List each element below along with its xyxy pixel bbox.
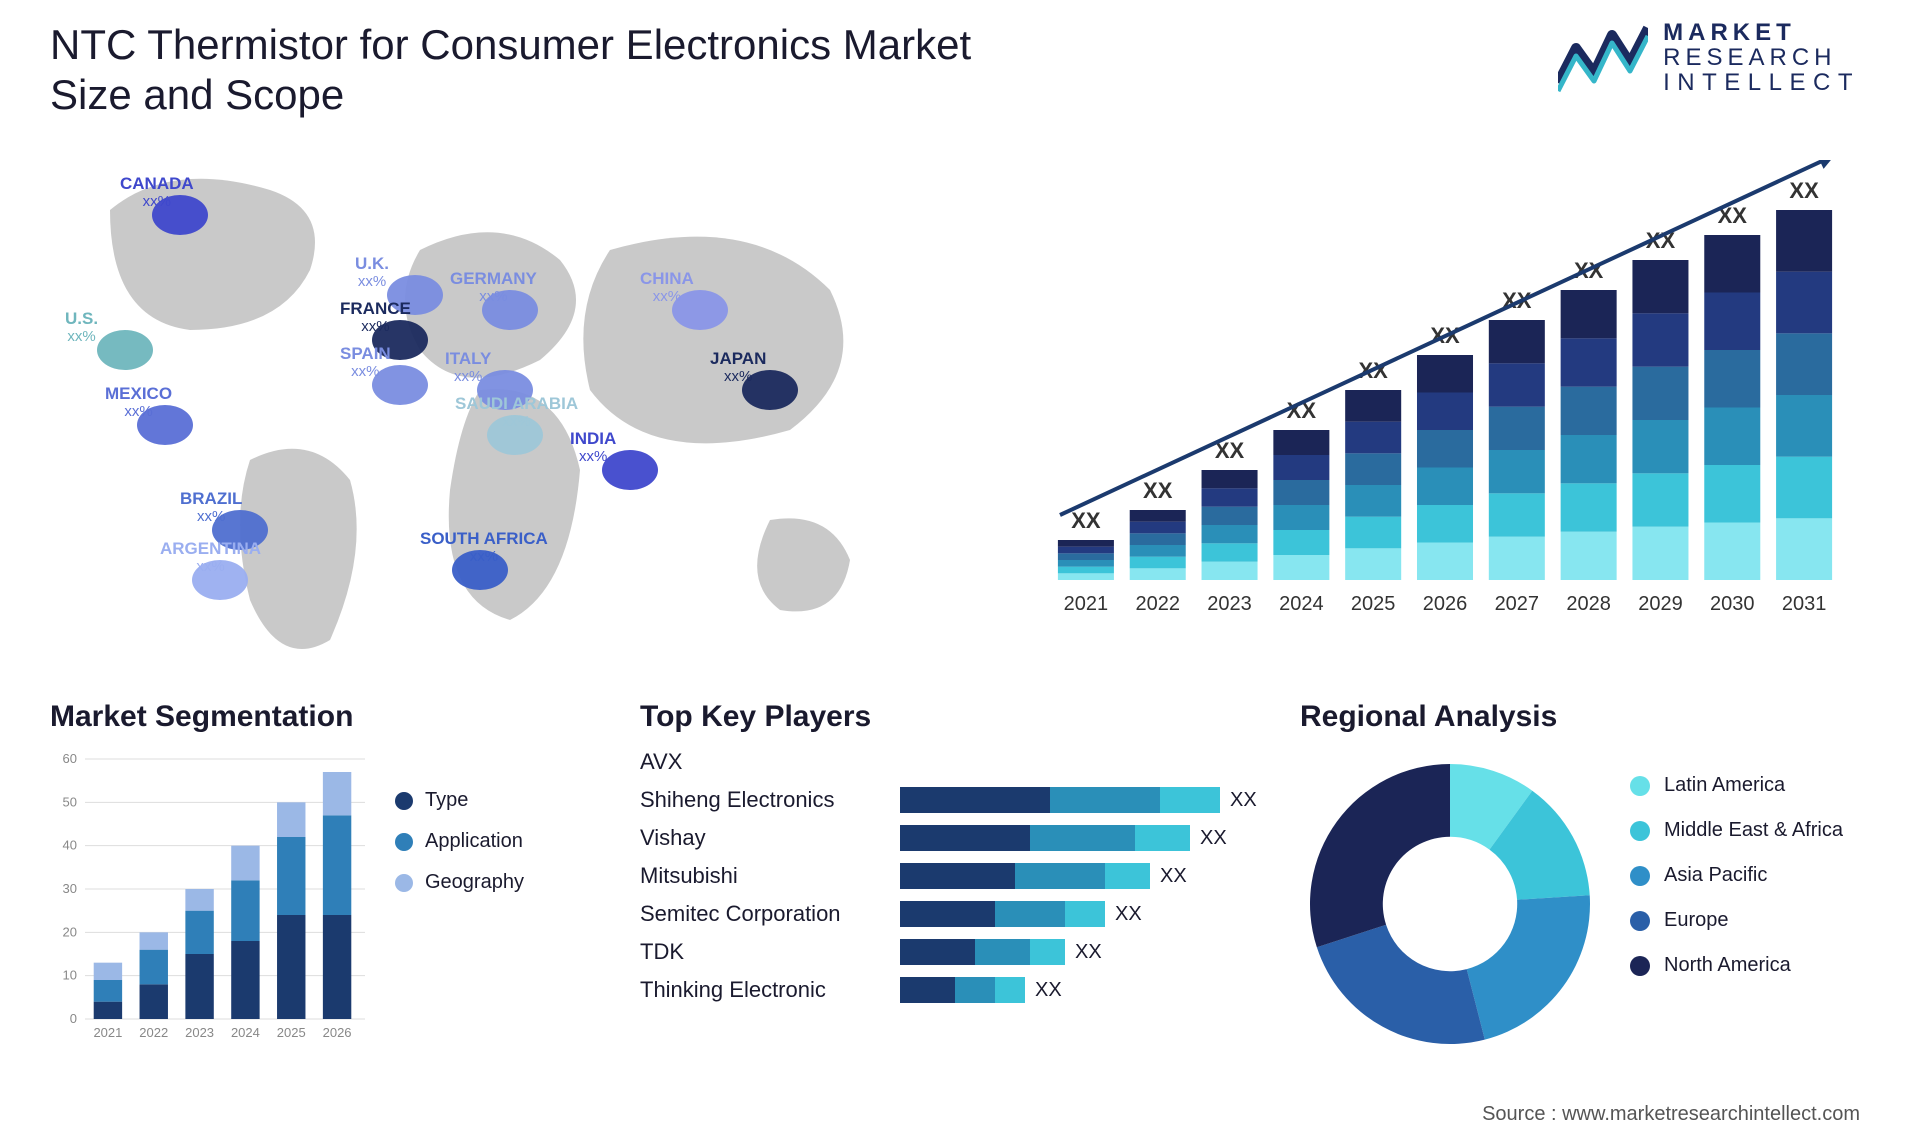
player-row: TDK XX: [640, 939, 1260, 965]
players-list: AVXShiheng ElectronicsXXVishayXXMitsubis…: [640, 749, 1260, 1003]
player-bar: [900, 825, 1190, 851]
svg-text:XX: XX: [1143, 478, 1173, 503]
svg-text:2027: 2027: [1495, 593, 1540, 615]
svg-text:2030: 2030: [1710, 593, 1755, 615]
regional-legend-item: North America: [1630, 954, 1843, 977]
svg-text:10: 10: [63, 968, 77, 983]
logo-line-2: RESEARCH: [1663, 45, 1860, 70]
player-bar: [900, 787, 1220, 813]
svg-text:2024: 2024: [231, 1025, 260, 1040]
regional-legend-item: Latin America: [1630, 774, 1843, 797]
players-title: Top Key Players: [640, 700, 1260, 734]
svg-text:2031: 2031: [1782, 593, 1827, 615]
svg-text:60: 60: [63, 751, 77, 766]
svg-text:2022: 2022: [139, 1025, 168, 1040]
player-bar: [900, 901, 1105, 927]
svg-text:2021: 2021: [93, 1025, 122, 1040]
svg-text:XX: XX: [1071, 508, 1101, 533]
player-bar: [900, 863, 1150, 889]
svg-text:2024: 2024: [1279, 593, 1324, 615]
regional-legend-item: Middle East & Africa: [1630, 819, 1843, 842]
segmentation-section: Market Segmentation 0 10 20 30 40 50 60 2021 202…: [50, 700, 590, 1049]
player-row: Thinking Electronic XX: [640, 977, 1260, 1003]
logo-line-3: INTELLECT: [1663, 70, 1860, 95]
logo-mark-icon: [1558, 23, 1648, 93]
map-label-canada: CANADAxx%: [120, 175, 194, 210]
map-label-japan: JAPANxx%: [710, 350, 766, 385]
regional-legend-item: Asia Pacific: [1630, 864, 1843, 887]
regional-donut: [1300, 754, 1600, 1054]
player-value: XX: [1035, 979, 1062, 1002]
regional-section: Regional Analysis Latin America Middle Ea…: [1300, 700, 1870, 1054]
player-row: Semitec Corporation XX: [640, 901, 1260, 927]
player-row: AVX: [640, 749, 1260, 775]
map-label-india: INDIAxx%: [570, 430, 616, 465]
svg-text:2022: 2022: [1135, 593, 1180, 615]
world-map: CANADAxx% U.S.xx% MEXICOxx% BRAZILxx% ARGENT…: [50, 160, 950, 660]
svg-text:2025: 2025: [277, 1025, 306, 1040]
seg-legend-item: Application: [395, 830, 524, 853]
segmentation-legend: Type Application Geography: [395, 749, 524, 1049]
player-bar: [900, 977, 1025, 1003]
player-row: Shiheng Electronics XX: [640, 787, 1260, 813]
logo-text: MARKET RESEARCH INTELLECT: [1663, 20, 1860, 96]
players-section: Top Key Players AVX Shiheng Electronics XX…: [640, 700, 1260, 1003]
svg-text:2029: 2029: [1638, 593, 1683, 615]
page-title: NTC Thermistor for Consumer Electronics …: [50, 20, 1050, 121]
seg-legend-item: Geography: [395, 871, 524, 894]
map-label-south-africa: SOUTH AFRICAxx%: [420, 530, 548, 565]
seg-legend-item: Type: [395, 789, 524, 812]
player-name: Semitec Corporation: [640, 901, 900, 927]
source-text: Source : www.marketresearchintellect.com: [1482, 1103, 1860, 1126]
brand-logo: MARKET RESEARCH INTELLECT: [1558, 20, 1860, 96]
map-label-u-s-: U.S.xx%: [65, 310, 98, 345]
player-value: XX: [1115, 903, 1142, 926]
player-value: XX: [1200, 827, 1227, 850]
logo-line-1: MARKET: [1663, 20, 1860, 45]
player-name: Vishay: [640, 825, 900, 851]
player-row: Vishay XX: [640, 825, 1260, 851]
player-name: Thinking Electronic: [640, 977, 900, 1003]
map-label-saudi-arabia: SAUDI ARABIAxx%: [455, 395, 578, 430]
svg-text:2028: 2028: [1566, 593, 1611, 615]
svg-text:20: 20: [63, 924, 77, 939]
player-value: XX: [1230, 789, 1257, 812]
svg-text:50: 50: [63, 794, 77, 809]
regional-title: Regional Analysis: [1300, 700, 1870, 734]
svg-text:2021: 2021: [1064, 593, 1109, 615]
player-name: AVX: [640, 749, 900, 775]
segmentation-title: Market Segmentation: [50, 700, 590, 734]
svg-text:2026: 2026: [323, 1025, 352, 1040]
regional-legend: Latin America Middle East & Africa Asia Pa…: [1630, 754, 1843, 977]
map-label-u-k-: U.K.xx%: [355, 255, 389, 290]
svg-text:2026: 2026: [1423, 593, 1468, 615]
map-label-germany: GERMANYxx%: [450, 270, 537, 305]
player-value: XX: [1160, 865, 1187, 888]
map-label-france: FRANCExx%: [340, 300, 411, 335]
svg-text:2023: 2023: [185, 1025, 214, 1040]
player-name: Shiheng Electronics: [640, 787, 900, 813]
map-label-mexico: MEXICOxx%: [105, 385, 172, 420]
map-label-spain: SPAINxx%: [340, 345, 391, 380]
map-label-italy: ITALYxx%: [445, 350, 491, 385]
svg-text:40: 40: [63, 838, 77, 853]
map-label-china: CHINAxx%: [640, 270, 694, 305]
svg-text:XX: XX: [1789, 178, 1819, 203]
segmentation-chart: 0 10 20 30 40 50 60 2021 2022 2023 2024 2025 2026: [50, 749, 370, 1049]
map-label-argentina: ARGENTINAxx%: [160, 540, 261, 575]
player-bar: [900, 939, 1065, 965]
regional-legend-item: Europe: [1630, 909, 1843, 932]
svg-text:0: 0: [70, 1011, 77, 1026]
player-name: Mitsubishi: [640, 863, 900, 889]
player-row: Mitsubishi XX: [640, 863, 1260, 889]
player-name: TDK: [640, 939, 900, 965]
map-label-brazil: BRAZILxx%: [180, 490, 242, 525]
svg-text:2025: 2025: [1351, 593, 1396, 615]
svg-text:2023: 2023: [1207, 593, 1252, 615]
svg-text:30: 30: [63, 881, 77, 896]
market-size-chart: XX2021XX2022XX2023XX2024XX2025XX2026XX20…: [1030, 160, 1860, 640]
player-value: XX: [1075, 941, 1102, 964]
